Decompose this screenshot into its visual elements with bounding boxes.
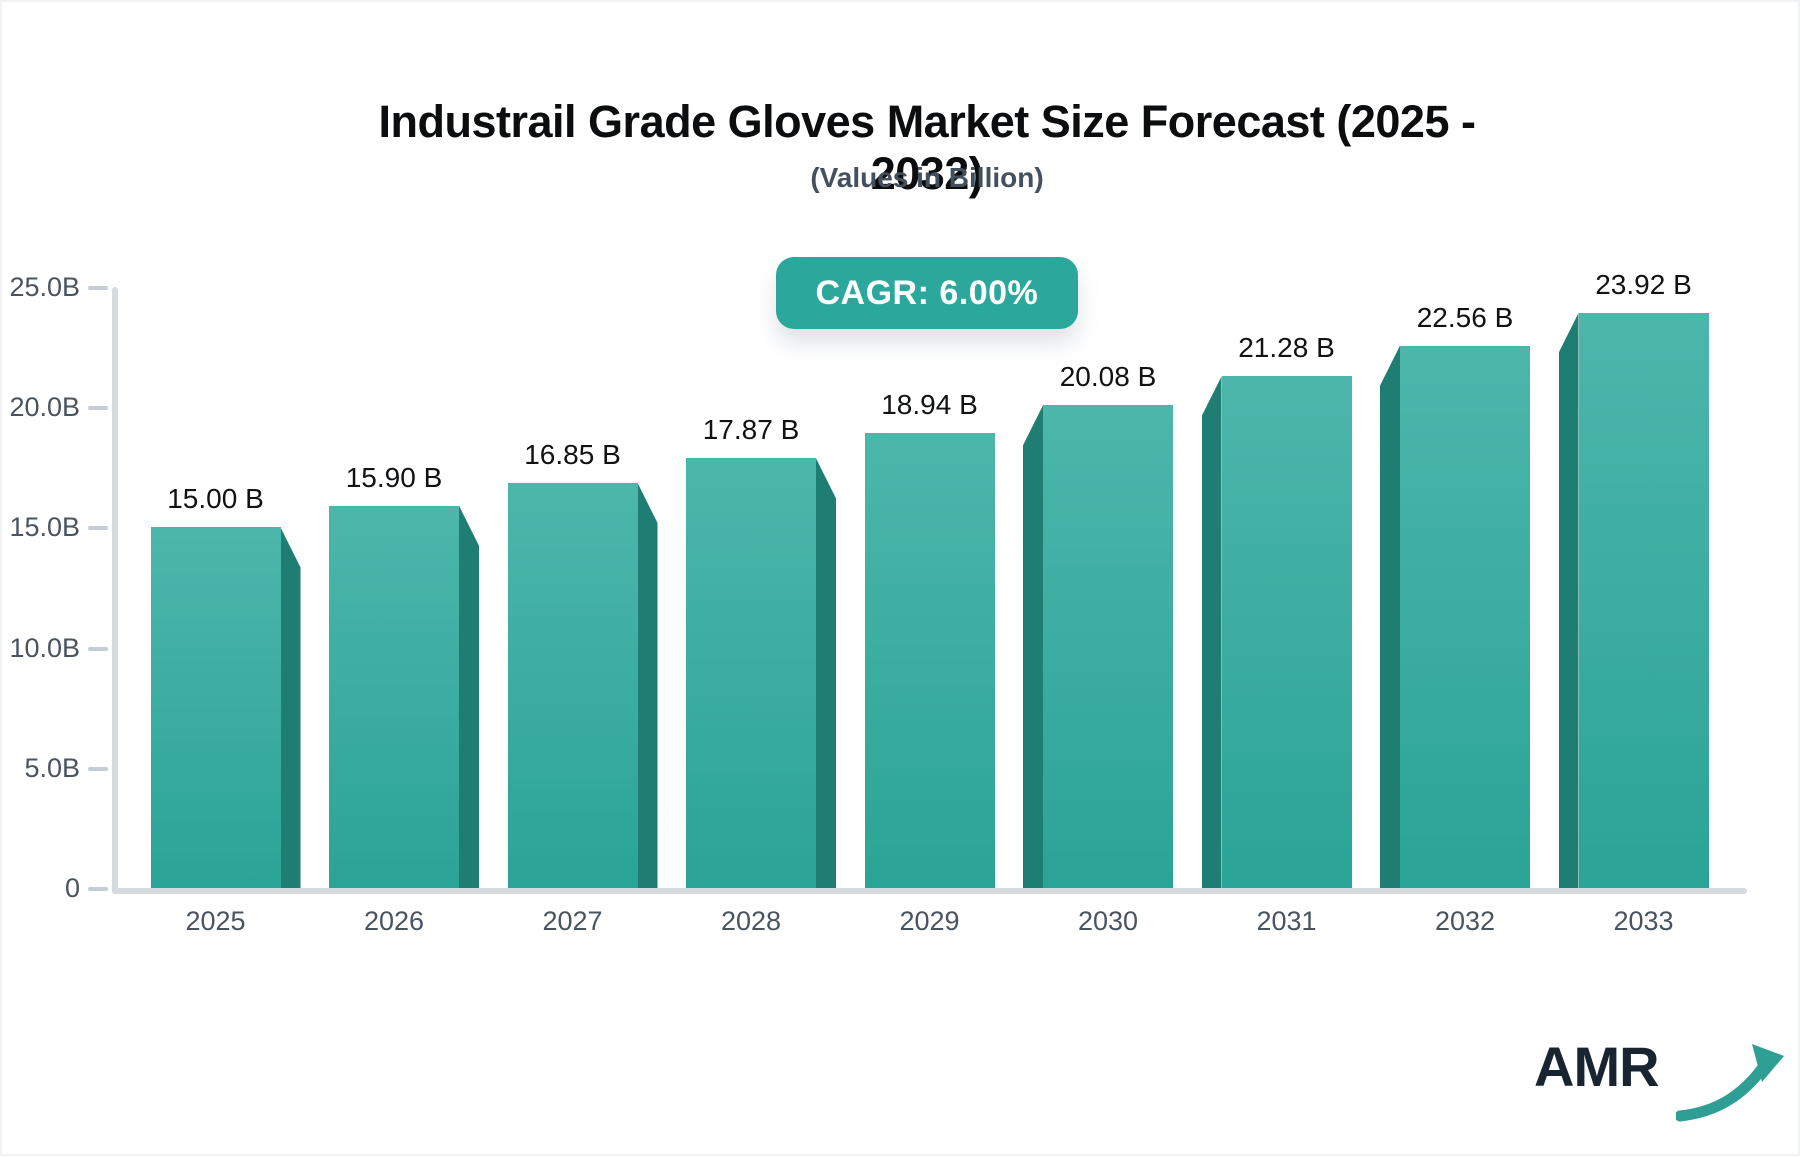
cagr-badge: CAGR: 6.00%	[775, 257, 1079, 329]
bar-value-label: 23.92 B	[1595, 268, 1692, 300]
x-tick-label: 2032	[1434, 906, 1496, 936]
x-tick-label: 2029	[899, 906, 960, 936]
bar-value-label: 15.90 B	[345, 461, 443, 493]
bar-side-face	[280, 527, 301, 888]
y-tick-label: 20.0B	[9, 392, 80, 423]
y-tick	[88, 646, 108, 651]
bar-2026	[329, 505, 459, 888]
bar-2030	[1043, 405, 1173, 888]
amr-logo: AMR	[1534, 1034, 1784, 1124]
bar-side-face	[1201, 376, 1222, 888]
y-tick	[88, 887, 108, 891]
bar-value-label: 21.28 B	[1238, 332, 1335, 364]
y-tick	[88, 286, 108, 290]
y-tick-label: 10.0B	[9, 632, 80, 663]
chart-title: Industrail Grade Gloves Market Size Fore…	[378, 96, 1476, 199]
x-axis-line	[112, 888, 1747, 894]
y-tick	[88, 766, 108, 771]
bar-value-label: 20.08 B	[1059, 361, 1157, 393]
bar-side-face	[1558, 312, 1579, 888]
bar-2029	[864, 432, 995, 888]
bar-2028	[686, 458, 816, 888]
x-tick-label: 2028	[720, 906, 782, 936]
amr-logo-text: AMR	[1534, 1035, 1660, 1098]
x-tick-label: 2030	[1077, 906, 1139, 936]
x-tick-label: 2025	[185, 906, 246, 936]
bar-side-face	[637, 482, 658, 888]
bar-2025	[150, 527, 281, 888]
bar-value-label: 18.94 B	[881, 388, 978, 420]
bar-value-label: 16.85 B	[524, 438, 621, 470]
bar-2032	[1400, 345, 1530, 888]
y-tick-label: 15.0B	[9, 512, 80, 543]
trend-up-arrow-icon	[1674, 1040, 1788, 1127]
x-tick-label: 2031	[1256, 906, 1317, 936]
bar-side-face	[459, 505, 479, 888]
bar-side-face	[816, 458, 836, 888]
bar-value-label: 17.87 B	[702, 414, 800, 446]
y-tick-label: 5.0B	[24, 752, 80, 783]
y-tick-label: 0	[64, 873, 80, 903]
x-tick-label: 2033	[1613, 906, 1674, 936]
bar-2033	[1578, 312, 1709, 888]
bar-side-face	[1380, 345, 1400, 888]
bar-value-label: 22.56 B	[1416, 301, 1514, 333]
x-tick-label: 2027	[542, 906, 603, 936]
y-axis-line	[112, 287, 118, 894]
y-tick-label: 25.0B	[9, 272, 80, 302]
bar-2031	[1221, 376, 1352, 888]
bar-2027	[507, 482, 638, 888]
x-tick-label: 2026	[363, 906, 425, 936]
y-tick	[88, 406, 108, 411]
bar-side-face	[1023, 405, 1043, 888]
y-tick	[88, 526, 108, 531]
bar-value-label: 15.00 B	[167, 483, 264, 515]
chart-subtitle: (Values in Billion)	[810, 162, 1044, 193]
